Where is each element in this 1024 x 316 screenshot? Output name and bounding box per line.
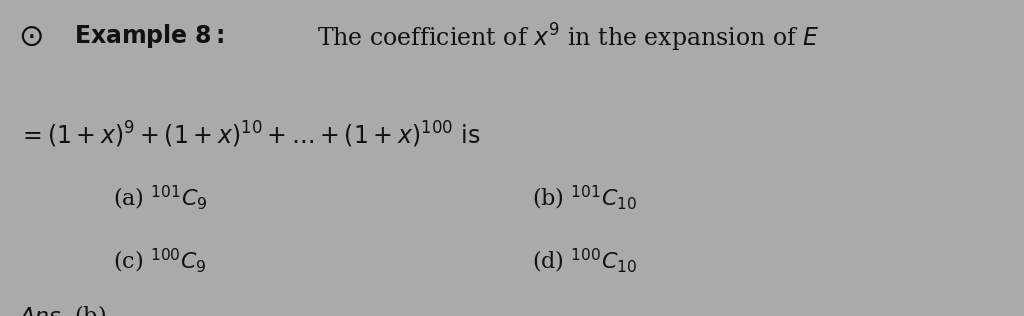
Text: $\mathit{Ans}$. (b): $\mathit{Ans}$. (b) [18,303,106,316]
Text: (b) ${}^{101}C_{10}$: (b) ${}^{101}C_{10}$ [532,183,638,212]
Text: The coefficient of $x^{9}$ in the expansion of $E$: The coefficient of $x^{9}$ in the expans… [317,22,820,54]
Text: $= (1+x)^{9} + (1+x)^{10} + \ldots + (1+x)^{100}\ \mathrm{is}$: $= (1+x)^{9} + (1+x)^{10} + \ldots + (1+… [18,120,481,150]
Text: (d) ${}^{100}C_{10}$: (d) ${}^{100}C_{10}$ [532,246,638,275]
Text: (a) ${}^{101}C_{9}$: (a) ${}^{101}C_{9}$ [113,183,207,212]
Text: $\mathbf{Example\ 8:}$: $\mathbf{Example\ 8:}$ [74,22,224,50]
Text: (c) ${}^{100}C_{9}$: (c) ${}^{100}C_{9}$ [113,246,207,275]
Text: $\odot$: $\odot$ [18,22,43,53]
